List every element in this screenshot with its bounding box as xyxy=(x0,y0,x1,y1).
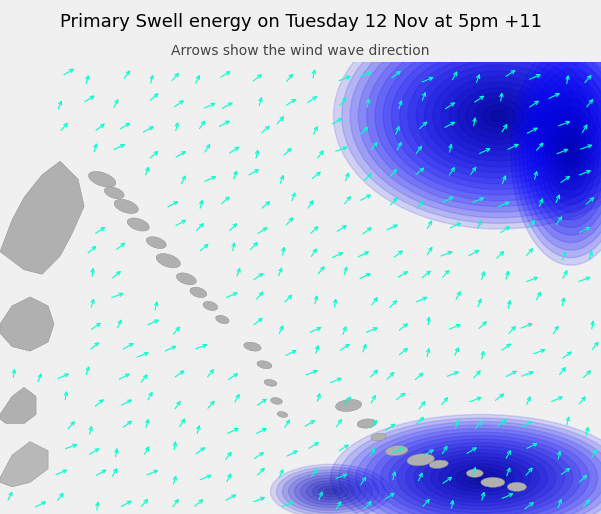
Ellipse shape xyxy=(456,467,506,488)
Ellipse shape xyxy=(466,469,483,478)
Ellipse shape xyxy=(408,54,590,178)
Ellipse shape xyxy=(335,399,362,412)
Ellipse shape xyxy=(531,77,601,228)
Ellipse shape xyxy=(423,453,539,503)
Ellipse shape xyxy=(371,433,386,441)
Ellipse shape xyxy=(563,137,579,167)
Ellipse shape xyxy=(511,39,601,265)
Ellipse shape xyxy=(482,105,515,127)
Ellipse shape xyxy=(543,99,599,205)
Ellipse shape xyxy=(389,439,573,514)
Ellipse shape xyxy=(450,82,549,150)
Ellipse shape xyxy=(567,144,575,160)
Ellipse shape xyxy=(367,26,601,207)
Ellipse shape xyxy=(372,432,590,514)
Ellipse shape xyxy=(391,43,601,190)
Ellipse shape xyxy=(559,130,583,175)
Ellipse shape xyxy=(356,425,601,514)
Text: Primary Swell energy on Tuesday 12 Nov at 5pm +11: Primary Swell energy on Tuesday 12 Nov a… xyxy=(59,12,542,31)
Ellipse shape xyxy=(474,99,523,133)
Ellipse shape xyxy=(277,412,288,417)
Ellipse shape xyxy=(441,77,557,156)
Ellipse shape xyxy=(216,316,229,324)
Ellipse shape xyxy=(414,450,548,506)
Polygon shape xyxy=(0,442,48,487)
Ellipse shape xyxy=(464,471,498,485)
Ellipse shape xyxy=(282,470,379,513)
Ellipse shape xyxy=(156,253,180,268)
Ellipse shape xyxy=(424,65,573,167)
Ellipse shape xyxy=(551,115,591,190)
Ellipse shape xyxy=(439,460,522,495)
Ellipse shape xyxy=(539,92,601,212)
Ellipse shape xyxy=(547,107,595,197)
Ellipse shape xyxy=(429,460,448,468)
Ellipse shape xyxy=(264,379,277,386)
Ellipse shape xyxy=(244,342,261,351)
Ellipse shape xyxy=(523,62,601,243)
Ellipse shape xyxy=(288,472,373,510)
Ellipse shape xyxy=(357,419,376,428)
Ellipse shape xyxy=(472,474,489,481)
Ellipse shape xyxy=(383,37,601,195)
Polygon shape xyxy=(0,388,36,424)
Ellipse shape xyxy=(347,421,601,514)
Ellipse shape xyxy=(270,464,391,514)
Ellipse shape xyxy=(190,287,207,298)
Ellipse shape xyxy=(203,301,218,310)
Ellipse shape xyxy=(457,88,540,144)
Ellipse shape xyxy=(319,486,343,497)
Ellipse shape xyxy=(88,171,116,187)
Ellipse shape xyxy=(433,71,565,161)
Polygon shape xyxy=(0,161,84,274)
Ellipse shape xyxy=(325,489,337,494)
Text: Arrows show the wind wave direction: Arrows show the wind wave direction xyxy=(171,44,430,58)
Ellipse shape xyxy=(342,9,601,224)
Ellipse shape xyxy=(519,54,601,250)
Ellipse shape xyxy=(431,457,531,499)
Ellipse shape xyxy=(447,464,514,492)
Ellipse shape xyxy=(350,14,601,218)
Ellipse shape xyxy=(555,122,587,182)
Ellipse shape xyxy=(481,478,505,487)
Ellipse shape xyxy=(127,218,149,231)
Ellipse shape xyxy=(307,481,355,502)
Ellipse shape xyxy=(294,475,367,508)
Ellipse shape xyxy=(400,48,598,184)
Ellipse shape xyxy=(270,397,282,405)
Polygon shape xyxy=(0,297,54,351)
Ellipse shape xyxy=(339,418,601,514)
Ellipse shape xyxy=(535,84,601,220)
Ellipse shape xyxy=(406,446,556,509)
Ellipse shape xyxy=(364,429,597,514)
Ellipse shape xyxy=(104,187,124,199)
Ellipse shape xyxy=(507,482,526,491)
Ellipse shape xyxy=(515,47,601,258)
Ellipse shape xyxy=(313,483,349,500)
Ellipse shape xyxy=(146,236,166,249)
Ellipse shape xyxy=(334,3,601,229)
Ellipse shape xyxy=(257,361,272,369)
Ellipse shape xyxy=(276,467,385,514)
Ellipse shape xyxy=(176,273,197,285)
Ellipse shape xyxy=(375,31,601,201)
Ellipse shape xyxy=(416,60,582,173)
Ellipse shape xyxy=(114,199,138,213)
Ellipse shape xyxy=(490,111,507,122)
Ellipse shape xyxy=(527,69,601,235)
Ellipse shape xyxy=(397,443,564,513)
Ellipse shape xyxy=(466,94,532,139)
Ellipse shape xyxy=(380,435,581,514)
Ellipse shape xyxy=(385,446,408,456)
Ellipse shape xyxy=(358,20,601,212)
Ellipse shape xyxy=(407,454,435,466)
Ellipse shape xyxy=(300,478,361,505)
Ellipse shape xyxy=(331,414,601,514)
